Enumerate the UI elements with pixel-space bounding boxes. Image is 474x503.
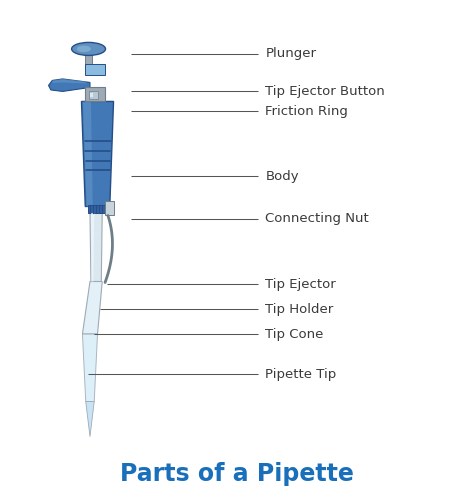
- Text: Parts of a Pipette: Parts of a Pipette: [120, 462, 354, 486]
- Bar: [85, 47, 92, 65]
- Bar: [85, 64, 105, 75]
- Ellipse shape: [77, 46, 91, 52]
- Text: Tip Holder: Tip Holder: [265, 302, 334, 315]
- Polygon shape: [52, 79, 86, 83]
- Polygon shape: [82, 282, 102, 334]
- Polygon shape: [48, 79, 90, 92]
- Bar: [89, 91, 98, 99]
- Text: Friction Ring: Friction Ring: [265, 105, 348, 118]
- Ellipse shape: [72, 42, 106, 55]
- Polygon shape: [91, 213, 94, 282]
- Polygon shape: [82, 334, 98, 401]
- Text: Tip Ejector: Tip Ejector: [265, 278, 336, 291]
- Polygon shape: [82, 102, 114, 206]
- Text: Body: Body: [265, 170, 299, 183]
- Polygon shape: [90, 213, 102, 282]
- Bar: [105, 202, 114, 215]
- Text: Pipette Tip: Pipette Tip: [265, 368, 337, 381]
- Bar: [85, 88, 105, 102]
- Polygon shape: [83, 102, 93, 206]
- Text: Plunger: Plunger: [265, 47, 316, 60]
- Text: Connecting Nut: Connecting Nut: [265, 212, 369, 225]
- Text: Tip Ejector Button: Tip Ejector Button: [265, 85, 385, 98]
- Bar: [88, 206, 107, 213]
- Text: Tip Cone: Tip Cone: [265, 327, 324, 341]
- Polygon shape: [86, 401, 94, 437]
- Bar: [90, 94, 93, 98]
